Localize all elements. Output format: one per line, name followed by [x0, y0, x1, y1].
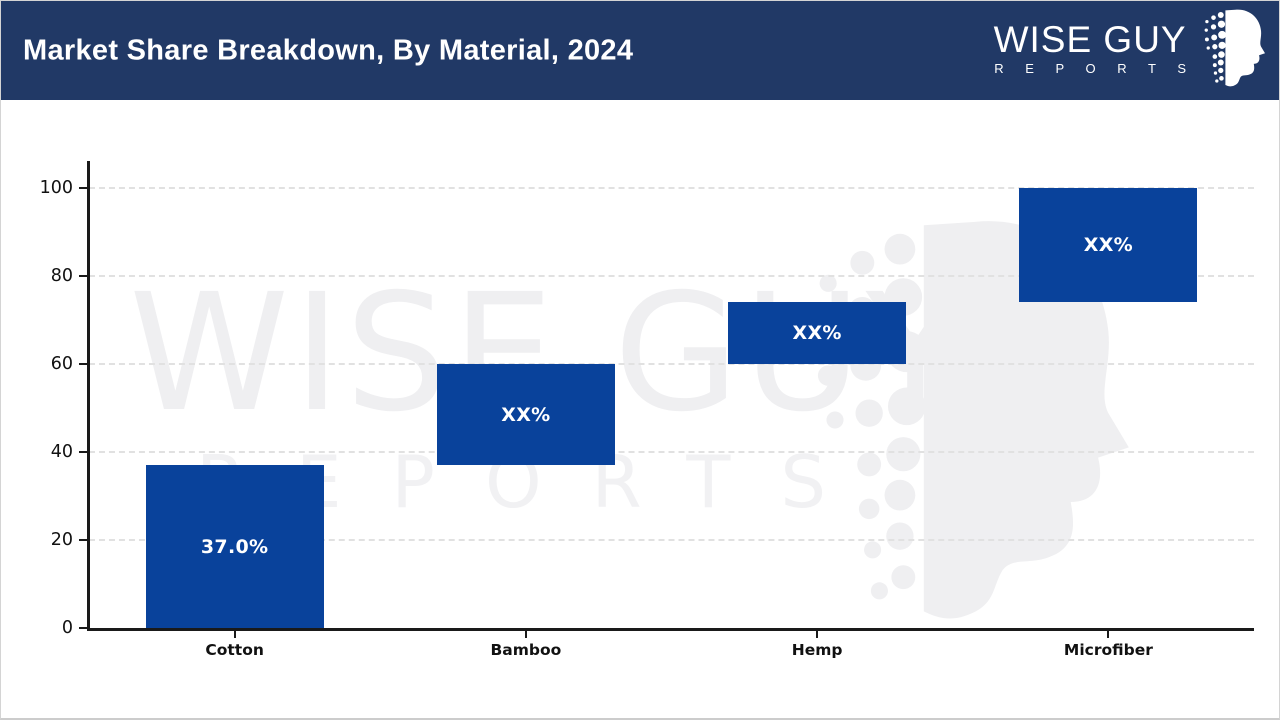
- x-tick: [1107, 630, 1110, 638]
- y-tick-label: 80: [50, 266, 73, 286]
- bar-value-label: XX%: [1083, 234, 1133, 257]
- bar: XX%: [728, 302, 907, 364]
- chart-area: WISE GUY REPORTS 0 20 40 60 80 100 37.0% Cotton…: [1, 100, 1279, 716]
- bar-value-label: XX%: [792, 322, 842, 345]
- y-tick-label: 20: [50, 530, 73, 550]
- bar: 37.0%: [145, 465, 324, 628]
- gridline: [89, 187, 1254, 189]
- y-tick-label: 60: [50, 354, 73, 374]
- bar-value-label: XX%: [501, 403, 551, 426]
- x-category-label: Cotton: [205, 641, 264, 659]
- gridline: [89, 275, 1254, 277]
- x-category-label: Microfiber: [1063, 641, 1153, 659]
- y-tick: [79, 187, 87, 189]
- x-tick: [816, 630, 819, 638]
- gridline: [89, 451, 1254, 453]
- y-tick: [79, 451, 87, 453]
- y-tick: [79, 627, 87, 629]
- gridline: [89, 363, 1254, 365]
- logo-wordmark: WISE GUY: [993, 18, 1187, 60]
- x-category-label: Hemp: [791, 641, 843, 659]
- logo-text: WISE GUY R E P O R T S: [985, 18, 1195, 77]
- bar-value-label: 37.0%: [200, 535, 269, 558]
- y-axis-line: [87, 161, 90, 630]
- bar: XX%: [1019, 188, 1198, 303]
- y-tick-label: 40: [50, 442, 73, 462]
- y-tick: [79, 363, 87, 365]
- plot-area: 0 20 40 60 80 100 37.0% Cotton XX% Bamboo XX% Hemp X…: [40, 161, 1254, 659]
- logo: WISE GUY R E P O R T S: [985, 8, 1265, 88]
- logo-face-icon: [1199, 8, 1265, 88]
- y-tick: [79, 539, 87, 541]
- x-category-label: Bamboo: [490, 641, 562, 659]
- y-tick: [79, 275, 87, 277]
- logo-subtitle: R E P O R T S: [994, 61, 1195, 77]
- x-tick: [524, 630, 527, 638]
- y-tick-label: 0: [61, 618, 73, 638]
- bar: XX%: [436, 364, 615, 466]
- y-tick-label: 100: [39, 178, 73, 198]
- x-axis-line: [87, 628, 1254, 631]
- gridline: [89, 539, 1254, 541]
- x-tick: [233, 630, 236, 638]
- page-title: Market Share Breakdown, By Material, 202…: [23, 34, 634, 66]
- header-bar: Market Share Breakdown, By Material, 202…: [1, 1, 1279, 100]
